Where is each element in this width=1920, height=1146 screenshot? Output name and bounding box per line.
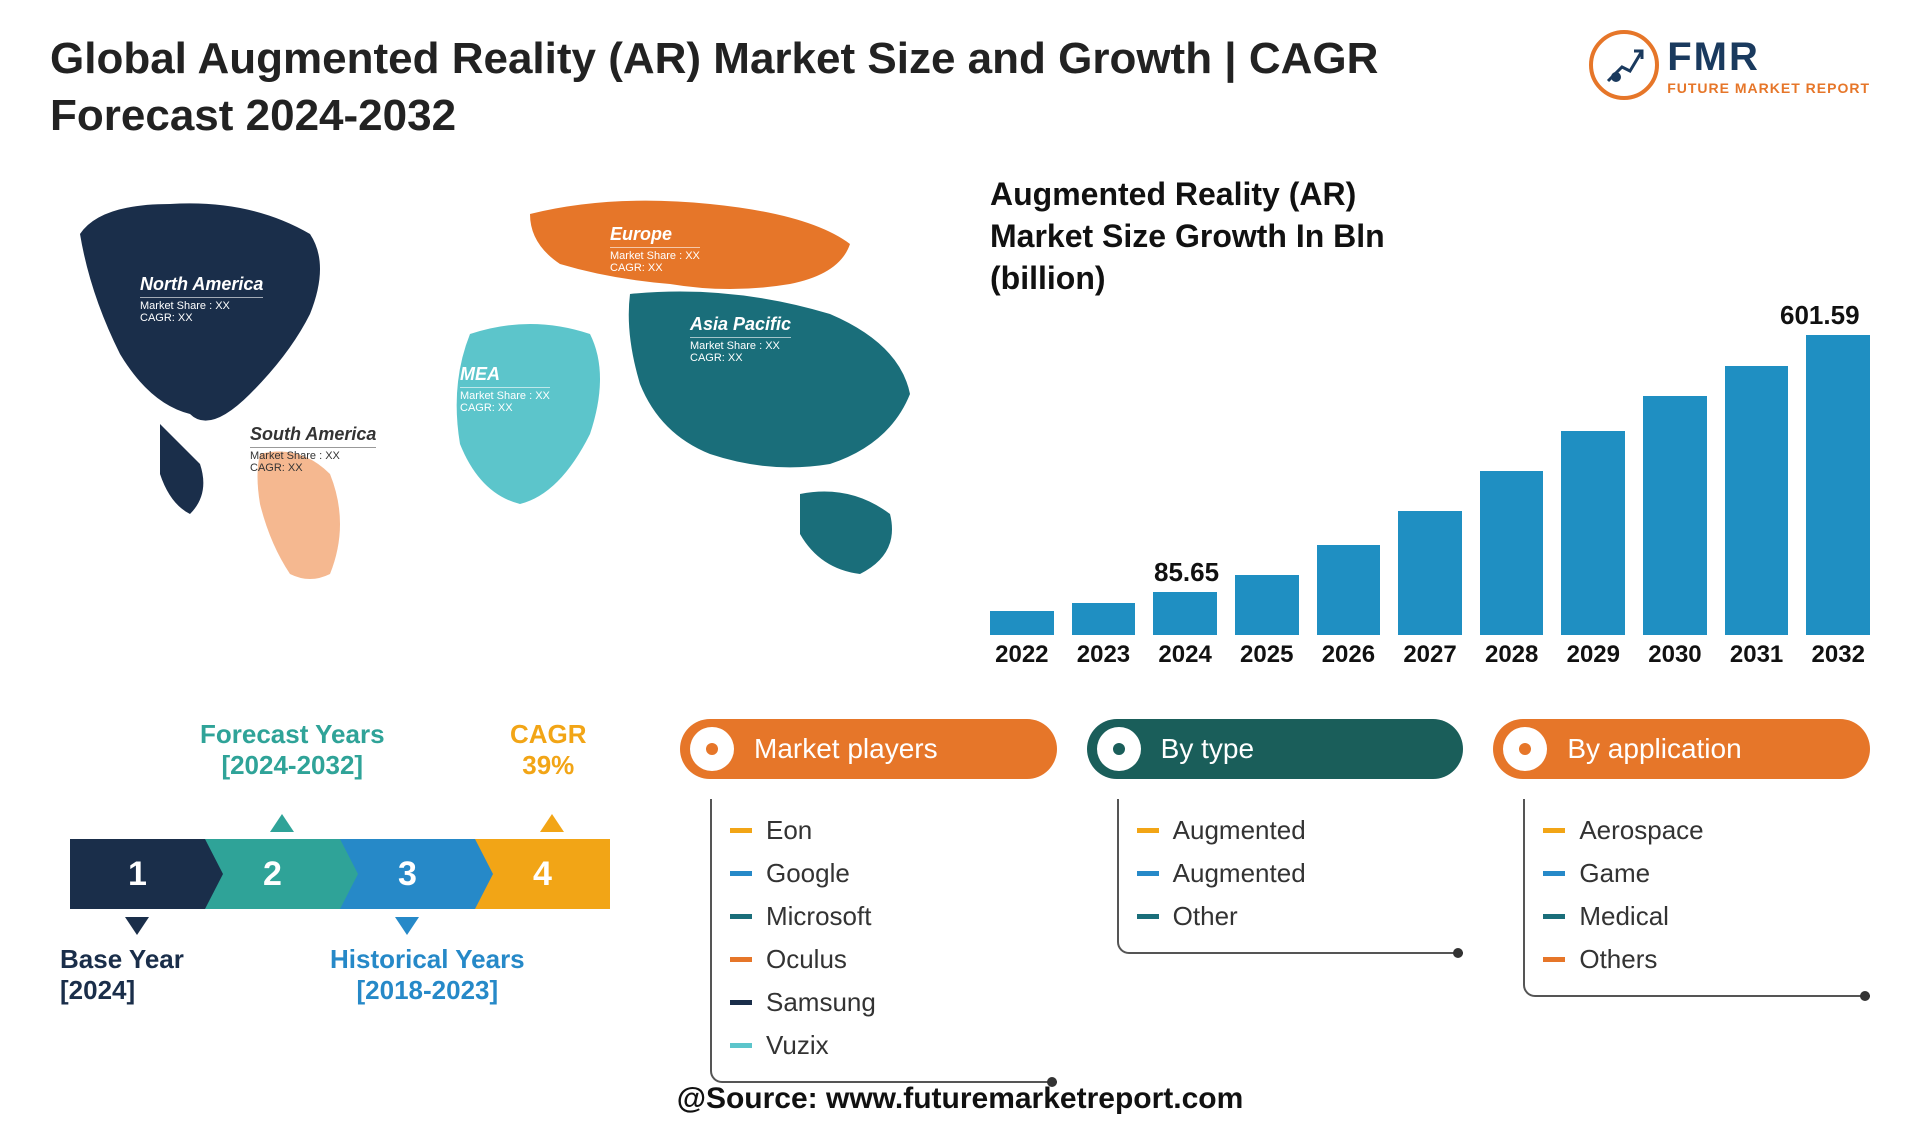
- list-item: Medical: [1543, 895, 1870, 938]
- bar-2032: 2032: [1806, 335, 1870, 669]
- region-europe: EuropeMarket Share : XXCAGR: XX: [610, 224, 700, 274]
- category-market-players: Market players EonGoogleMicrosoftOculusS…: [680, 719, 1057, 1083]
- historical-years-label: Historical Years [2018-2023]: [330, 944, 525, 1006]
- list-item: Samsung: [730, 981, 1057, 1024]
- timeline-segment-1: 1: [70, 839, 205, 909]
- bar-2027: 2027: [1398, 511, 1462, 670]
- timeline-widget: Forecast Years [2024-2032] CAGR 39% 1234…: [50, 719, 650, 1039]
- bar-2029: 2029: [1561, 431, 1625, 669]
- forecast-years-label: Forecast Years [2024-2032]: [200, 719, 385, 781]
- list-item: Eon: [730, 809, 1057, 852]
- base-year-label: Base Year [2024]: [60, 944, 184, 1006]
- forecast-arrow-icon: [270, 814, 294, 832]
- list-item: Augmented: [1137, 852, 1464, 895]
- region-south-america: South AmericaMarket Share : XXCAGR: XX: [250, 424, 376, 474]
- value-label-85.65: 85.65: [1154, 557, 1219, 588]
- list-item: Others: [1543, 938, 1870, 981]
- historical-arrow-icon: [395, 917, 419, 935]
- timeline-segment-4: 4: [475, 839, 610, 909]
- bar-2031: 2031: [1725, 366, 1789, 669]
- list-item: Augmented: [1137, 809, 1464, 852]
- category-by-type: By type AugmentedAugmentedOther: [1087, 719, 1464, 1083]
- logo-main-text: FMR: [1667, 35, 1870, 80]
- logo-sub-text: FUTURE MARKET REPORT: [1667, 80, 1870, 96]
- bar-2023: 2023: [1072, 603, 1136, 669]
- region-north-america: North AmericaMarket Share : XXCAGR: XX: [140, 274, 263, 324]
- chart-title: Augmented Reality (AR) Market Size Growt…: [990, 174, 1430, 299]
- bar-2030: 2030: [1643, 396, 1707, 669]
- cagr-arrow-icon: [540, 814, 564, 832]
- bar-2028: 2028: [1480, 471, 1544, 670]
- bar-2026: 2026: [1317, 545, 1381, 669]
- timeline-segment-3: 3: [340, 839, 475, 909]
- list-item: Game: [1543, 852, 1870, 895]
- cagr-label: CAGR 39%: [510, 719, 587, 781]
- region-mea: MEAMarket Share : XXCAGR: XX: [460, 364, 550, 414]
- fmr-logo: FMR FUTURE MARKET REPORT: [1589, 30, 1870, 100]
- list-item: Google: [730, 852, 1057, 895]
- logo-icon: [1589, 30, 1659, 100]
- list-item: Other: [1137, 895, 1464, 938]
- timeline-segment-2: 2: [205, 839, 340, 909]
- value-label-601.59: 601.59: [1780, 300, 1860, 331]
- world-map: North AmericaMarket Share : XXCAGR: XX So…: [50, 174, 950, 594]
- bar-2022: 2022: [990, 611, 1054, 669]
- base-arrow-icon: [125, 917, 149, 935]
- category-header: Market players: [680, 719, 1057, 779]
- source-attribution: @Source: www.futuremarketreport.com: [0, 1082, 1920, 1116]
- region-asia-pacific: Asia PacificMarket Share : XXCAGR: XX: [690, 314, 791, 364]
- bar-2024: 2024: [1153, 592, 1217, 669]
- category-header: By type: [1087, 719, 1464, 779]
- category-header: By application: [1493, 719, 1870, 779]
- growth-bar-chart: Augmented Reality (AR) Market Size Growt…: [990, 174, 1870, 669]
- bar-2025: 2025: [1235, 575, 1299, 669]
- category-by-application: By application AerospaceGameMedicalOther…: [1493, 719, 1870, 1083]
- list-item: Aerospace: [1543, 809, 1870, 852]
- list-item: Vuzix: [730, 1024, 1057, 1067]
- list-item: Microsoft: [730, 895, 1057, 938]
- list-item: Oculus: [730, 938, 1057, 981]
- page-title: Global Augmented Reality (AR) Market Siz…: [50, 30, 1550, 144]
